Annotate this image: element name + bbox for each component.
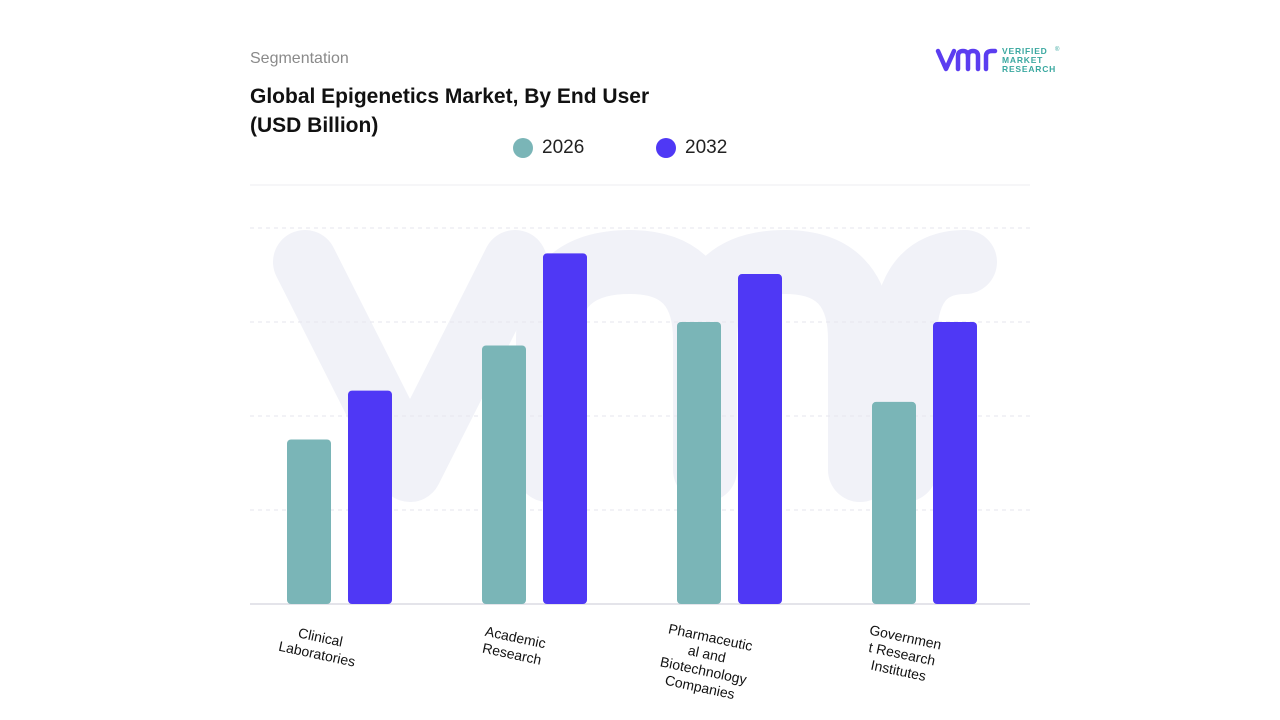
watermark [273, 230, 997, 502]
x-tick-label-1: ClinicalLaboratories [277, 621, 360, 669]
bar-2032-4 [933, 322, 977, 604]
logo-registered-mark: ® [1055, 46, 1060, 53]
bar-2032-1 [348, 390, 392, 604]
x-tick-label-2: AcademicResearch [480, 623, 547, 668]
bar-2026-4 [872, 401, 916, 604]
logo-line-1: VERIFIED [1002, 46, 1048, 56]
watermark-v-stroke [273, 230, 547, 502]
watermark-r-stroke [873, 230, 997, 502]
bar-2026-3 [677, 322, 721, 604]
chart-title: Global Epigenetics Market, By End User (… [250, 85, 650, 137]
legend-label-2026: 2026 [542, 137, 585, 158]
x-tick-label-4: Government ResearchInstitutes [861, 622, 943, 686]
x-tick-label-line: al and [687, 642, 728, 666]
bar-2032-2 [543, 253, 587, 604]
logo-line-3: RESEARCH [1002, 64, 1056, 74]
watermark-m-stroke-2 [673, 230, 892, 502]
category-labels: ClinicalLaboratories AcademicResearch Phar… [277, 620, 943, 704]
bars [287, 253, 977, 604]
bar-2026-1 [287, 439, 331, 604]
x-tick-label-3: Pharmaceutical andBiotechnologyCompanies [655, 620, 755, 704]
watermark-vmr-mark [273, 230, 997, 502]
legend-swatch-2026 [513, 138, 533, 158]
legend-swatch-2032 [656, 138, 676, 158]
segment-label: Segmentation [250, 50, 349, 67]
bar-2032-3 [738, 274, 782, 604]
bar-2026-2 [482, 345, 526, 604]
vmr-logo-mark [935, 48, 998, 72]
verified-market-research-logo: VERIFIED ® MARKET RESEARCH [935, 46, 1060, 74]
legend-label-2032: 2032 [685, 137, 728, 158]
logo-line-2: MARKET [1002, 55, 1043, 65]
